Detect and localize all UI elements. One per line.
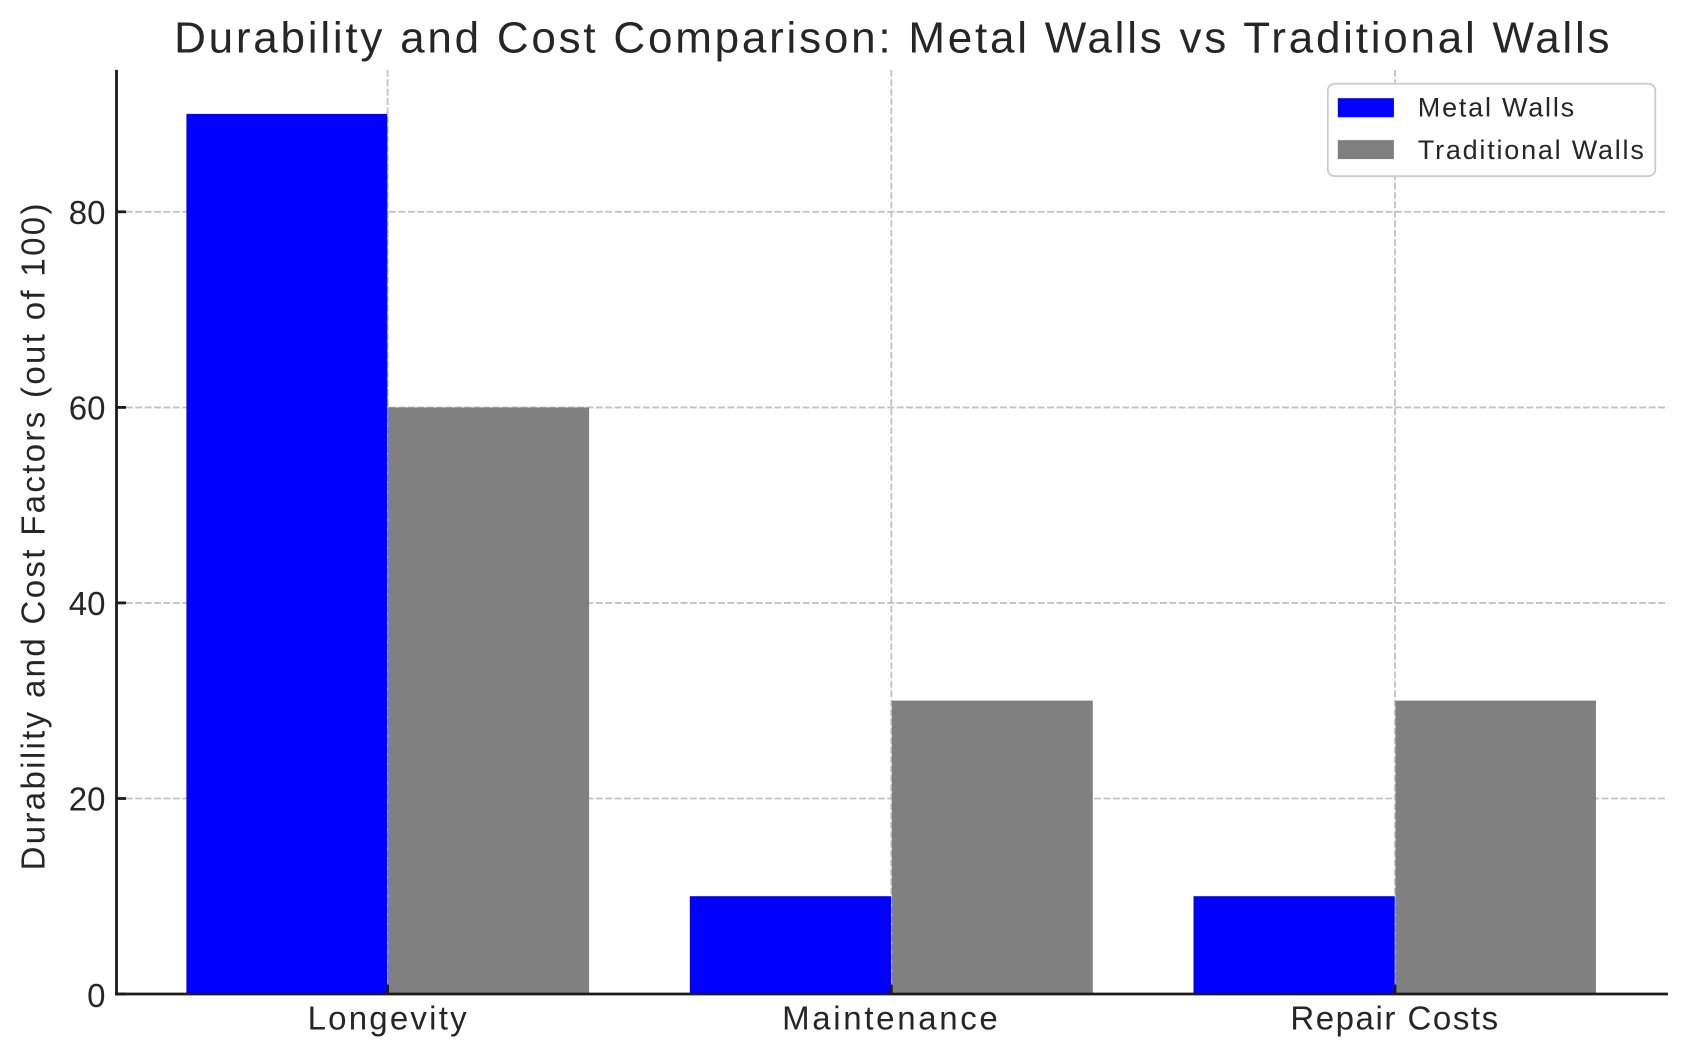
svg-text:80: 80: [69, 194, 106, 231]
svg-text:Maintenance: Maintenance: [782, 999, 1000, 1036]
svg-text:Traditional Walls: Traditional Walls: [1418, 135, 1646, 165]
svg-text:Metal Walls: Metal Walls: [1418, 92, 1576, 122]
svg-text:20: 20: [69, 781, 106, 818]
svg-text:Longevity: Longevity: [308, 999, 469, 1036]
svg-text:60: 60: [69, 389, 106, 426]
svg-text:0: 0: [87, 977, 105, 1014]
svg-text:40: 40: [69, 585, 106, 622]
svg-text:Durability and Cost Factors (o: Durability and Cost Factors (out of 100): [15, 201, 52, 870]
svg-text:Repair Costs: Repair Costs: [1290, 999, 1499, 1036]
svg-text:Durability and Cost Comparison: Durability and Cost Comparison: Metal Wa…: [174, 14, 1612, 63]
